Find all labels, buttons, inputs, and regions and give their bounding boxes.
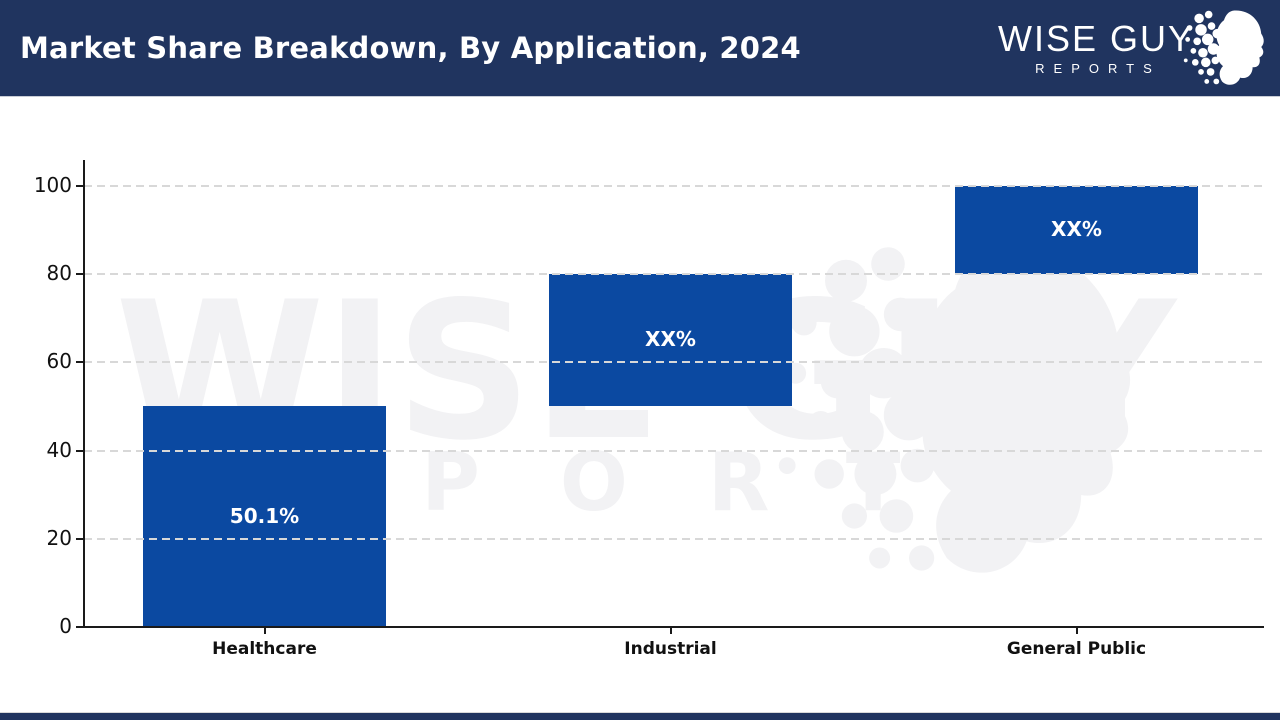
gridline-80: [84, 273, 1263, 276]
logo-wordmark-line1: WISE GUY: [997, 17, 1194, 59]
bar-value-label-industrial: XX%: [645, 327, 696, 352]
bar-value-label-healthcare: 50.1%: [229, 503, 300, 528]
page-title: Market Share Breakdown, By Application, …: [20, 31, 801, 65]
x-tick-mark-general-public: [1075, 627, 1078, 634]
x-category-label-healthcare: Healthcare: [212, 639, 317, 659]
y-tick-mark-20: [76, 537, 84, 540]
y-axis-line: [83, 160, 85, 628]
bar-value-label-general-public: XX%: [1051, 217, 1102, 242]
brand-logo: WISE GUY REPORTS: [998, 5, 1266, 91]
x-tick-mark-industrial: [669, 627, 672, 634]
logo-wordmark-line2: REPORTS: [1035, 60, 1161, 76]
y-tick-label-80: 80: [46, 261, 72, 286]
y-tick-label-40: 40: [46, 437, 72, 462]
gridline-40: [84, 449, 1263, 452]
y-tick-mark-80: [76, 273, 84, 276]
x-tick-mark-healthcare: [263, 627, 266, 634]
y-tick-mark-100: [76, 185, 84, 187]
logo-head-icon: [1183, 10, 1264, 85]
x-axis-line: [83, 626, 1264, 628]
gridline-60: [84, 361, 1263, 364]
y-tick-label-60: 60: [46, 349, 72, 374]
header-bar: Market Share Breakdown, By Application, …: [0, 0, 1280, 97]
y-tick-mark-40: [76, 449, 84, 452]
logo-wordmark: WISE GUY REPORTS: [997, 17, 1194, 76]
y-tick-mark-0: [76, 626, 84, 628]
y-tick-label-20: 20: [46, 525, 72, 550]
bar-general-public: [955, 186, 1198, 275]
watermark-head-icon: [778, 246, 1131, 573]
y-tick-label-100: 100: [33, 173, 72, 197]
footer-bar: [0, 712, 1280, 720]
bar-industrial: [549, 274, 792, 407]
bar-healthcare: [143, 406, 386, 627]
y-tick-mark-60: [76, 361, 84, 364]
x-category-label-general-public: General Public: [1006, 639, 1147, 659]
gridline-20: [84, 537, 1263, 540]
y-tick-label-0: 0: [59, 614, 72, 638]
gridline-100: [84, 185, 1263, 187]
x-category-label-industrial: Industrial: [624, 639, 717, 659]
